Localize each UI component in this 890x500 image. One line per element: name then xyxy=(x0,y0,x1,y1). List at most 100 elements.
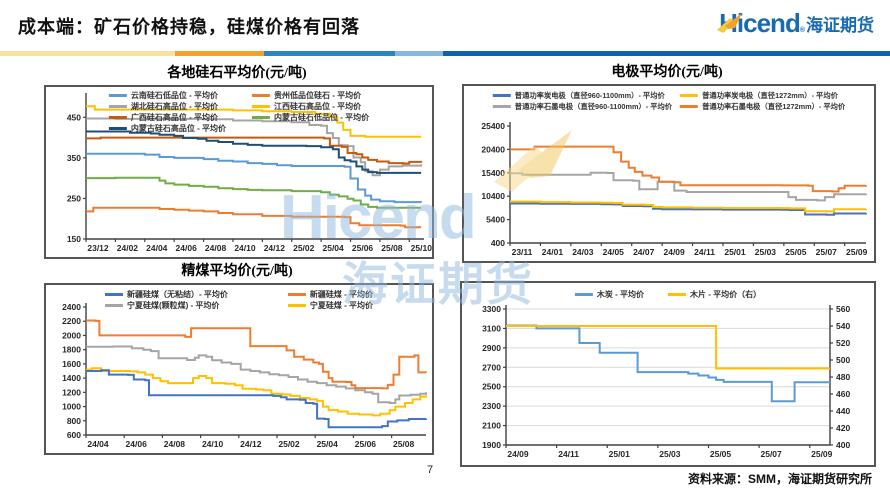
legend-label: 广西硅石高品位 - 平均价 xyxy=(130,113,218,122)
svg-text:25/05: 25/05 xyxy=(710,449,732,459)
svg-text:24/09: 24/09 xyxy=(507,449,529,459)
legend-label: 新疆硅煤 - 平均价 xyxy=(309,290,373,299)
svg-text:24/07: 24/07 xyxy=(633,247,655,257)
logo-cn: 海证期货 xyxy=(806,16,874,36)
legend-item: 新疆硅煤（无粘结）- 平均价 xyxy=(105,289,228,300)
chart-title: 各地硅石平均价(元/吨) xyxy=(167,66,307,81)
svg-text:2500: 2500 xyxy=(482,382,501,392)
chart-box: 普通功率炭电极（直径960-1100mm）- 平均价 普通功率炭电极（直径1272… xyxy=(462,84,876,263)
legend-label: 普通功率炭电极（直径1272mm）- 平均价 xyxy=(702,91,838,100)
svg-text:500: 500 xyxy=(836,355,850,365)
legend-item: 广西硅石高品位 - 平均价 xyxy=(108,112,226,123)
chart-legend: 普通功率炭电极（直径960-1100mm）- 平均价 普通功率炭电极（直径1272… xyxy=(492,90,845,112)
svg-text:25/06: 25/06 xyxy=(355,439,377,449)
svg-text:25/01: 25/01 xyxy=(609,449,631,459)
legend-item: 木片 - 平均价（右） xyxy=(668,289,761,300)
chart-legend: 木炭 - 平均价 木片 - 平均价（右） xyxy=(574,289,761,300)
chart-box: 木炭 - 平均价 木片 - 平均价（右） 1900 2100 2300 2500 2700 2… xyxy=(460,281,876,467)
svg-text:1000: 1000 xyxy=(62,402,81,412)
legend-swatch xyxy=(492,94,511,97)
chart-slot-coal: 精煤平均价(元/吨) 新疆硅煤（无粘结）- 平均价 新疆硅煤 - 平均价宁夏硅煤(… xyxy=(44,260,434,455)
svg-text:25/02: 25/02 xyxy=(293,243,315,253)
legend-swatch xyxy=(668,293,686,296)
svg-text:24/04: 24/04 xyxy=(146,243,168,253)
svg-text:2400: 2400 xyxy=(62,302,81,312)
svg-text:24/11: 24/11 xyxy=(694,247,715,257)
chart-svg: 600 800 1000 1200 1400 1600 1800 2000 2200 2400 24… xyxy=(62,302,427,449)
legend-item: 普通功率石墨电极（直径1272mm）- 平均价 xyxy=(680,101,845,112)
svg-text:1900: 1900 xyxy=(482,440,501,450)
svg-text:24/10: 24/10 xyxy=(202,439,224,449)
legend-label: 江西硅石高品位 - 平均价 xyxy=(274,102,362,111)
legend-swatch xyxy=(287,304,306,307)
svg-text:2300: 2300 xyxy=(482,401,501,411)
chart-svg: 150 250 350 450 23/12 24/02 24/04 24/06 24/08 24/… xyxy=(67,93,432,253)
svg-text:24/02: 24/02 xyxy=(117,243,139,253)
svg-text:1400: 1400 xyxy=(62,373,81,383)
legend-swatch xyxy=(252,116,270,119)
legend-swatch xyxy=(492,105,511,108)
svg-text:23/11: 23/11 xyxy=(512,247,533,257)
chart-legend: 新疆硅煤（无粘结）- 平均价 新疆硅煤 - 平均价宁夏硅煤(颗粒煤) - 平均价 宁… xyxy=(105,289,373,311)
legend-label: 宁夏硅煤 - 平均价 xyxy=(309,301,373,310)
band-segment xyxy=(0,51,175,56)
svg-text:5400: 5400 xyxy=(486,215,505,225)
legend-label: 云南硅石低品位 - 平均价 xyxy=(130,91,218,100)
chart-slot-charcoal: 木炭 - 平均价 木片 - 平均价（右） 1900 2100 2300 2500 2700 2… xyxy=(460,281,876,467)
svg-text:150: 150 xyxy=(67,234,81,244)
svg-text:24/06: 24/06 xyxy=(126,439,148,449)
svg-text:25/09: 25/09 xyxy=(811,449,833,459)
svg-text:3300: 3300 xyxy=(482,304,501,314)
svg-text:480: 480 xyxy=(836,372,850,382)
svg-text:800: 800 xyxy=(67,416,81,426)
legend-item: 内蒙古硅石低品位 - 平均价 xyxy=(252,112,369,123)
legend-swatch xyxy=(680,94,699,97)
registered-mark: ® xyxy=(799,27,805,34)
legend-item: 云南硅石低品位 - 平均价 xyxy=(108,90,226,101)
svg-text:24/05: 24/05 xyxy=(603,247,625,257)
svg-text:24/03: 24/03 xyxy=(572,247,594,257)
svg-text:2700: 2700 xyxy=(482,362,501,372)
band-segment xyxy=(395,51,443,56)
svg-text:15400: 15400 xyxy=(481,168,505,178)
chart-svg: 400 5400 10400 15400 20400 25400 23/11 24/01 24/… xyxy=(481,121,867,257)
svg-text:1600: 1600 xyxy=(62,359,81,369)
legend-label: 普通功率石墨电极（直径960-1100mm）- 平均价 xyxy=(514,102,673,111)
legend-item: 新疆硅煤 - 平均价 xyxy=(287,289,373,300)
svg-text:24/12: 24/12 xyxy=(264,243,286,253)
legend-label: 木炭 - 平均价 xyxy=(596,290,644,299)
legend-swatch xyxy=(287,293,306,296)
legend-item: 木炭 - 平均价 xyxy=(574,289,644,300)
svg-text:250: 250 xyxy=(67,193,81,203)
legend-swatch xyxy=(574,293,593,296)
legend-swatch xyxy=(105,293,123,296)
hicend-logo: Hicend® 海证期货 xyxy=(717,10,874,36)
chart-slot-silica: 各地硅石平均价(元/吨) 云南硅石低品位 - 平均价 贵州低品位硅石 - 平均价湖… xyxy=(44,62,434,259)
chart-title: 精煤平均价(元/吨) xyxy=(181,264,293,279)
legend-label: 新疆硅煤（无粘结）- 平均价 xyxy=(127,290,228,299)
svg-text:25/05: 25/05 xyxy=(785,247,807,257)
band-segment xyxy=(443,51,890,56)
chart-box: 云南硅石低品位 - 平均价 贵州低品位硅石 - 平均价 湖北硅石高品位 - 平均价 江… xyxy=(44,85,434,259)
svg-text:25/01: 25/01 xyxy=(724,247,746,257)
chart-title: 电极平均价(元/吨) xyxy=(611,65,723,80)
svg-text:2100: 2100 xyxy=(482,421,501,431)
svg-text:400: 400 xyxy=(836,440,850,450)
legend-label: 宁夏硅煤(颗粒煤) - 平均价 xyxy=(127,301,220,310)
legend-item: 普通功率炭电极（直径960-1100mm）- 平均价 xyxy=(492,90,672,101)
svg-text:24/10: 24/10 xyxy=(234,243,256,253)
svg-text:420: 420 xyxy=(836,423,850,433)
svg-text:460: 460 xyxy=(836,389,850,399)
svg-text:2000: 2000 xyxy=(62,330,81,340)
svg-text:560: 560 xyxy=(836,304,850,314)
svg-text:24/04: 24/04 xyxy=(87,439,109,449)
legend-swatch xyxy=(105,304,123,307)
svg-text:25/10: 25/10 xyxy=(411,243,432,253)
svg-text:20400: 20400 xyxy=(481,144,505,154)
header-band xyxy=(0,51,890,56)
band-segment xyxy=(264,51,395,56)
legend-label: 内蒙古硅石高品位 - 平均价 xyxy=(130,124,226,133)
svg-text:2200: 2200 xyxy=(62,316,81,326)
svg-text:24/12: 24/12 xyxy=(240,439,262,449)
